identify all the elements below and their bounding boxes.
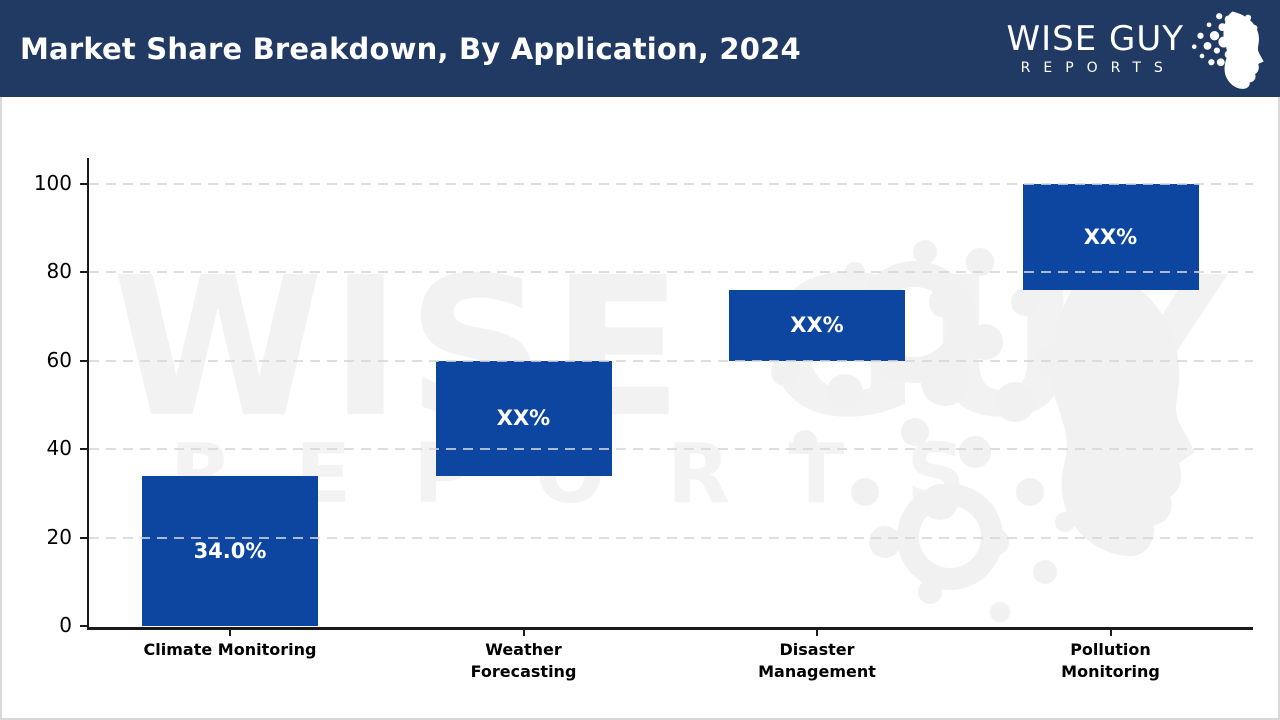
brand-head-icon	[1191, 11, 1264, 89]
brand-name: WISE GUY	[1006, 19, 1184, 59]
bar-value-label: XX%	[1083, 225, 1138, 250]
header: Market Share Breakdown, By Application, …	[0, 0, 1280, 97]
y-tick-label-80: 80	[46, 259, 72, 284]
gridline-100	[89, 183, 1253, 185]
x-tick-mark-climate-monitoring	[229, 629, 231, 636]
y-tick-label-40: 40	[46, 436, 72, 461]
watermark-head-icon	[771, 240, 1195, 622]
gridline-80	[89, 271, 1253, 274]
x-axis-line	[87, 627, 1253, 630]
y-axis-line	[87, 158, 89, 629]
y-tick-mark-40	[80, 448, 88, 451]
bar-weather-forecasting: XX%	[435, 360, 612, 476]
y-tick-mark-60	[80, 359, 88, 362]
x-tick-mark-disaster-management	[816, 629, 818, 636]
brand-subtitle: REPORTS	[1020, 60, 1176, 76]
brand-logo: WISE GUY REPORTS	[1006, 6, 1266, 92]
y-tick-label-0: 0	[59, 613, 72, 637]
y-tick-label-20: 20	[46, 524, 72, 549]
gridline-20	[89, 536, 1253, 539]
x-category-label-pollution-monitoring: Pollution Monitoring	[1061, 640, 1160, 681]
x-tick-mark-weather-forecasting	[522, 629, 525, 636]
y-tick-mark-20	[80, 536, 88, 539]
y-tick-mark-100	[80, 183, 88, 185]
gridline-40	[89, 448, 1253, 451]
bar-value-label: XX%	[496, 406, 551, 431]
y-tick-label-60: 60	[46, 347, 72, 372]
bar-disaster-management: XX%	[729, 290, 905, 361]
y-tick-mark-80	[80, 271, 88, 274]
y-tick-mark-0	[80, 625, 88, 627]
x-category-label-disaster-management: Disaster Management	[758, 640, 876, 681]
bar-pollution-monitoring: XX%	[1022, 184, 1199, 291]
brand-logo-text: WISE GUY REPORTS	[1006, 22, 1184, 75]
bar-climate-monitoring: 34.0%	[142, 475, 318, 626]
x-category-label-weather-forecasting: Weather Forecasting	[470, 640, 577, 681]
bar-value-label: XX%	[790, 313, 844, 338]
bar-value-label: 34.0%	[193, 538, 267, 563]
gridline-60	[89, 359, 1253, 362]
x-tick-mark-pollution-monitoring	[1109, 629, 1112, 636]
x-category-label-climate-monitoring: Climate Monitoring	[143, 640, 317, 659]
page-title: Market Share Breakdown, By Application, …	[20, 31, 801, 66]
y-tick-label-100: 100	[33, 171, 72, 195]
